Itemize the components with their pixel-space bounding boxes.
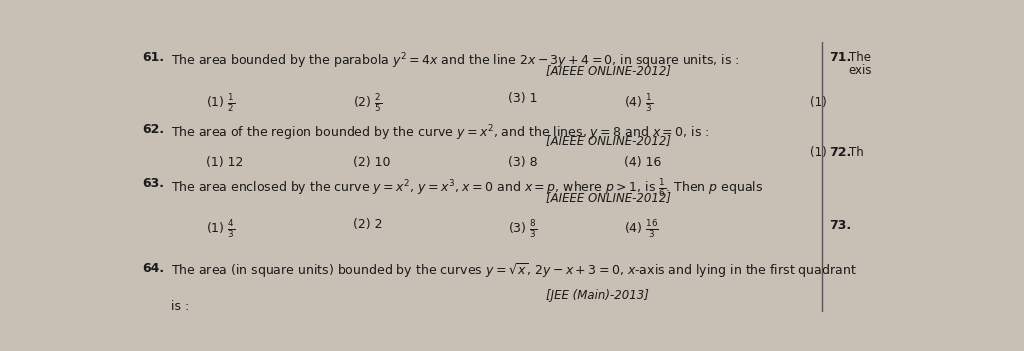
Text: 63.: 63. xyxy=(142,177,164,190)
Text: 62.: 62. xyxy=(142,123,164,136)
Text: 61.: 61. xyxy=(142,51,164,64)
Text: 72.: 72. xyxy=(829,146,852,159)
Text: [JEE (Main)-2013]: [JEE (Main)-2013] xyxy=(547,289,649,302)
Text: [AIEEE ONLINE-2012]: [AIEEE ONLINE-2012] xyxy=(547,134,672,147)
Text: (1): (1) xyxy=(810,146,826,159)
Text: [AIEEE ONLINE-2012]: [AIEEE ONLINE-2012] xyxy=(547,191,672,204)
Text: 71.: 71. xyxy=(829,51,852,64)
Text: (3) $\frac{8}{3}$: (3) $\frac{8}{3}$ xyxy=(508,218,537,240)
Text: Th: Th xyxy=(849,146,863,159)
Text: 73.: 73. xyxy=(829,219,852,232)
Text: (1) $\frac{1}{2}$: (1) $\frac{1}{2}$ xyxy=(206,92,234,114)
Text: (2) $\frac{2}{5}$: (2) $\frac{2}{5}$ xyxy=(352,92,382,114)
Text: [AIEEE ONLINE-2012]: [AIEEE ONLINE-2012] xyxy=(547,64,672,77)
Text: The: The xyxy=(849,51,870,64)
Text: (1) $\frac{4}{3}$: (1) $\frac{4}{3}$ xyxy=(206,218,234,240)
Text: (4) $\frac{16}{3}$: (4) $\frac{16}{3}$ xyxy=(624,218,658,240)
Text: The area bounded by the parabola $y^2 = 4x$ and the line $2x - 3y + 4 = 0$, in s: The area bounded by the parabola $y^2 = … xyxy=(171,51,739,71)
Text: exis: exis xyxy=(849,64,872,77)
Text: (3) 8: (3) 8 xyxy=(508,156,538,169)
Text: The area (in square units) bounded by the curves $y = \sqrt{x}$, $2y - x + 3 = 0: The area (in square units) bounded by th… xyxy=(171,261,856,280)
Text: The area of the region bounded by the curve $y = x^2$, and the lines, $y = 8$ an: The area of the region bounded by the cu… xyxy=(171,123,709,143)
Text: (4) $\frac{1}{3}$: (4) $\frac{1}{3}$ xyxy=(624,92,653,114)
Text: (1): (1) xyxy=(810,96,826,109)
Text: (2) 10: (2) 10 xyxy=(352,156,390,169)
Text: (4) 16: (4) 16 xyxy=(624,156,662,169)
Text: The area enclosed by the curve $y = x^2$, $y = x^3$, $x = 0$ and $x = p$, where : The area enclosed by the curve $y = x^2$… xyxy=(171,177,763,199)
Text: is :: is : xyxy=(171,300,188,313)
Text: (2) 2: (2) 2 xyxy=(352,218,382,231)
Text: (3) 1: (3) 1 xyxy=(508,92,538,105)
Text: (1) 12: (1) 12 xyxy=(206,156,243,169)
Text: 64.: 64. xyxy=(142,261,164,274)
